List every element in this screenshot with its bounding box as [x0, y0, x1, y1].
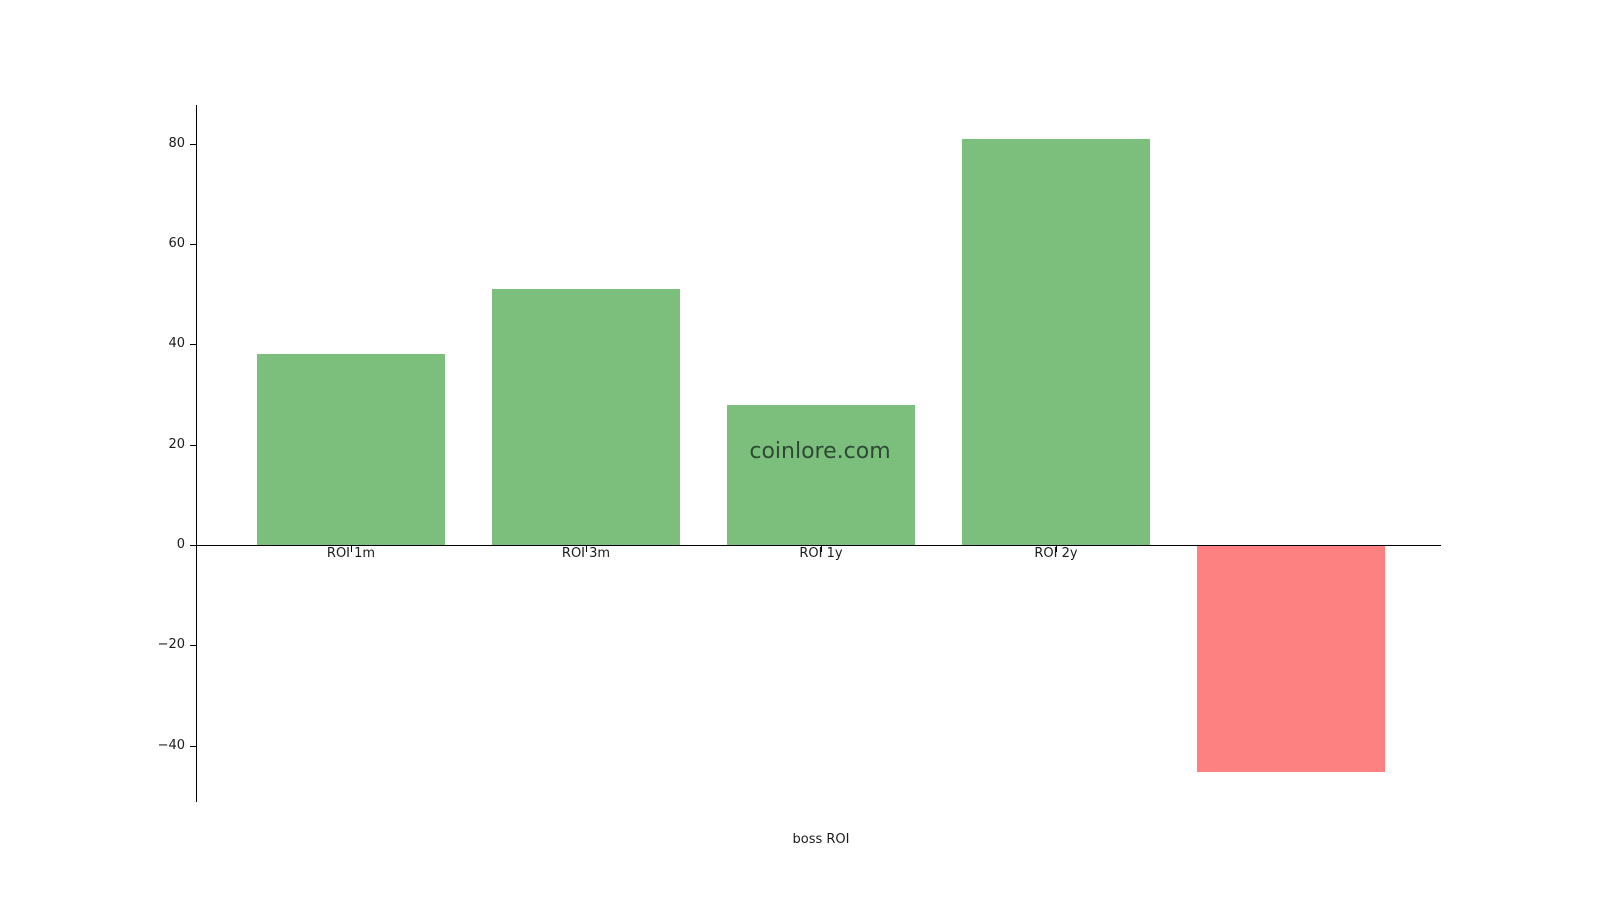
bar-roi-1y — [727, 404, 915, 545]
bar-roi-2y — [962, 138, 1150, 545]
x-tick-label: ROI 3m — [561, 546, 611, 561]
x-tick-label: ROI 1y — [799, 546, 843, 561]
y-tick-label: 40 — [168, 336, 185, 352]
y-tick-label: 20 — [168, 436, 185, 452]
y-tick-mark — [190, 143, 196, 145]
x-axis-title: boss ROI — [792, 832, 850, 847]
y-tick-label: 60 — [168, 236, 185, 252]
x-tick-label: ROI 2y — [1034, 546, 1078, 561]
x-tick-mark — [821, 546, 822, 552]
y-tick-mark — [190, 645, 196, 647]
y-tick-label: 0 — [176, 537, 185, 552]
bar-roi-3m — [492, 289, 680, 545]
y-tick-label: −40 — [157, 737, 185, 753]
y-tick-label: 80 — [168, 135, 185, 151]
x-tick-mark — [1056, 546, 1057, 552]
y-tick-mark — [190, 344, 196, 346]
y-axis-spine — [196, 105, 197, 802]
y-tick-label: −20 — [157, 637, 185, 653]
x-tick-mark — [351, 546, 352, 552]
bar-unlabeled — [1197, 546, 1385, 772]
y-tick-mark — [190, 745, 196, 747]
x-tick-mark — [586, 546, 587, 552]
coinlore-watermark: coinlore.com — [749, 439, 891, 464]
bar-roi-1m — [257, 354, 445, 545]
y-tick-mark — [190, 545, 196, 546]
x-tick-label: ROI 1m — [326, 546, 376, 561]
x-axis-zero-line — [196, 545, 1441, 546]
y-tick-mark — [190, 444, 196, 446]
y-tick-mark — [190, 244, 196, 246]
